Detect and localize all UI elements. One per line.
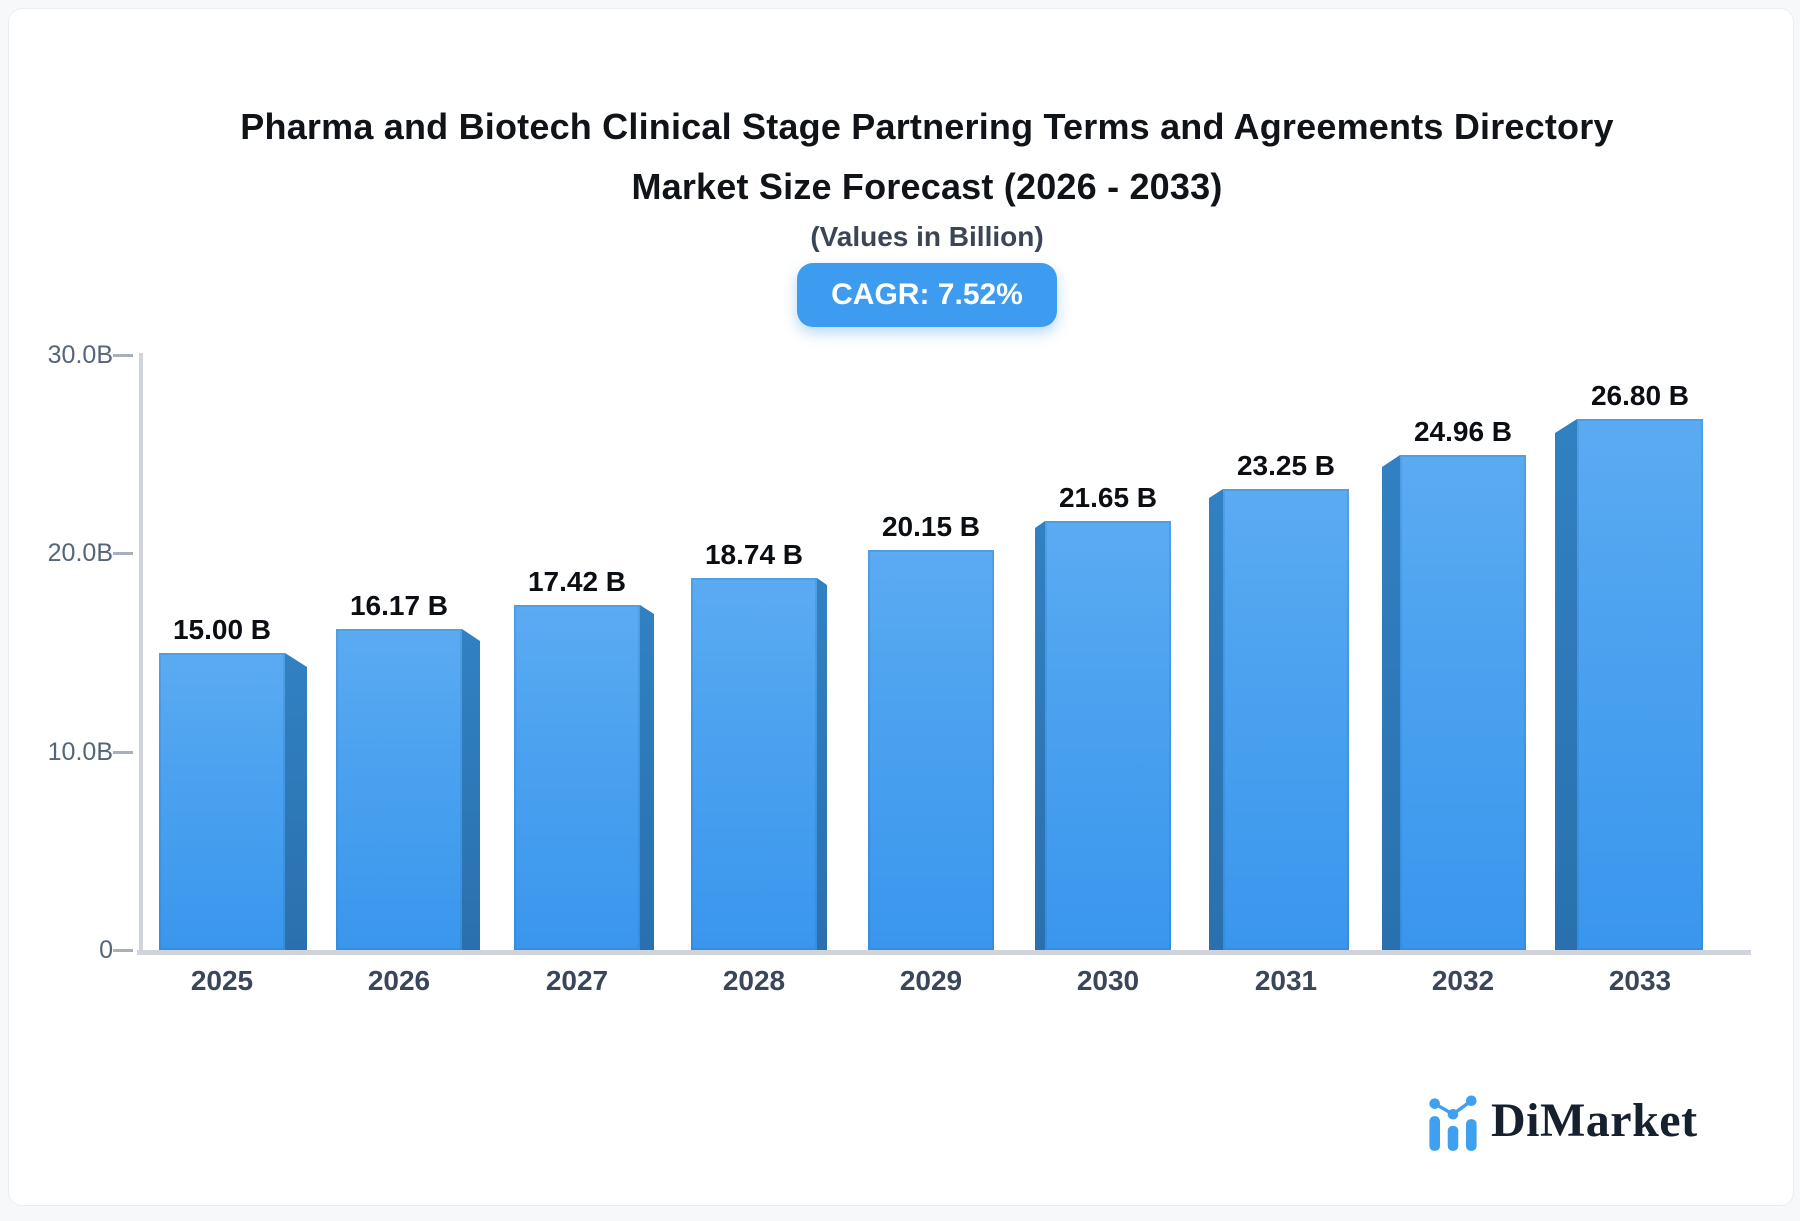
- bar-side-face: [462, 629, 480, 950]
- x-tick-label-2033: 2033: [1608, 965, 1672, 996]
- brand-name: DiMarket: [1491, 1094, 1698, 1147]
- bar-side-face: [1035, 521, 1045, 950]
- chart-title: Pharma and Biotech Clinical Stage Partne…: [45, 97, 1800, 217]
- bar-value-label: 16.17 B: [349, 590, 449, 621]
- bar-side-face: [1555, 419, 1577, 950]
- chart-subtitle: (Values in Billion): [810, 221, 1044, 252]
- y-tick-label: 30.0B: [47, 341, 113, 369]
- x-tick-label-2032: 2032: [1431, 965, 1495, 996]
- y-tick-mark: [113, 552, 133, 555]
- bar-2025[interactable]: [159, 653, 285, 950]
- y-tick-mark: [113, 751, 133, 754]
- bar-value-label: 18.74 B: [704, 539, 804, 570]
- bar-side-face: [285, 653, 307, 950]
- y-tick-mark: [113, 354, 133, 357]
- bar-2033[interactable]: [1577, 419, 1703, 950]
- x-tick-label-2025: 2025: [190, 965, 254, 996]
- bar-value-label: 23.25 B: [1236, 450, 1336, 481]
- bar-chart-logo-icon: [1429, 1095, 1477, 1151]
- bar-2032[interactable]: [1400, 455, 1526, 950]
- bar-2028[interactable]: [691, 578, 817, 950]
- chart-header: Pharma and Biotech Clinical Stage Partne…: [45, 97, 1800, 327]
- bar-side-face: [817, 578, 827, 950]
- y-tick-mark: [113, 949, 133, 952]
- bar-2031[interactable]: [1223, 489, 1349, 950]
- bar-value-label: 24.96 B: [1413, 416, 1513, 447]
- y-axis-line: [139, 353, 143, 954]
- bar-value-label: 26.80 B: [1590, 380, 1690, 411]
- y-tick-label: 20.0B: [47, 539, 113, 567]
- bar-value-label: 15.00 B: [172, 614, 272, 645]
- chart-title-line2: Market Size Forecast (2026 - 2033): [631, 166, 1223, 207]
- x-tick-label-2030: 2030: [1076, 965, 1140, 996]
- bar-2029[interactable]: [868, 550, 994, 950]
- bar-2030[interactable]: [1045, 521, 1171, 950]
- bar-value-label: 17.42 B: [527, 566, 627, 597]
- brand-logo[interactable]: DiMarket: [1427, 1089, 1698, 1153]
- y-tick-label: 0: [99, 936, 113, 964]
- x-tick-label-2026: 2026: [367, 965, 431, 996]
- bar-2026[interactable]: [336, 629, 462, 950]
- chart-card: 0 10.0B 20.0B 30.0B 15.00 B 2025 16.17 B 2026 1…: [8, 8, 1794, 1206]
- x-tick-label-2028: 2028: [722, 965, 786, 996]
- x-tick-label-2029: 2029: [899, 965, 963, 996]
- chart-title-line1: Pharma and Biotech Clinical Stage Partne…: [240, 106, 1614, 147]
- bar-side-face: [640, 605, 654, 950]
- cagr-badge: CAGR: 7.52%: [797, 263, 1057, 327]
- bar-value-label: 21.65 B: [1058, 482, 1158, 513]
- bar-side-face: [1209, 489, 1223, 950]
- y-tick-label: 10.0B: [47, 738, 113, 766]
- bar-value-label: 20.15 B: [881, 511, 981, 542]
- bar-side-face: [1382, 455, 1400, 950]
- x-tick-label-2027: 2027: [545, 965, 609, 996]
- plot-area: 0 10.0B 20.0B 30.0B 15.00 B 2025 16.17 B 2026 1…: [9, 9, 1800, 1221]
- x-axis-line: [137, 950, 1751, 955]
- x-tick-label-2031: 2031: [1254, 965, 1318, 996]
- bar-2027[interactable]: [514, 605, 640, 950]
